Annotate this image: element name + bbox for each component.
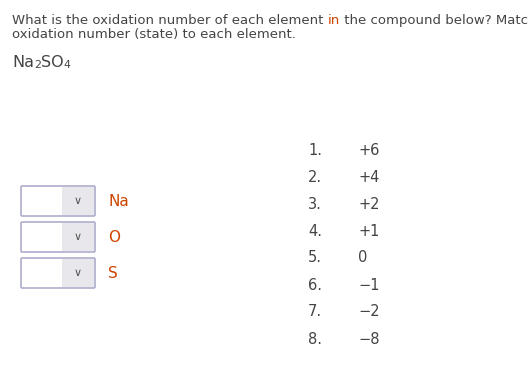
Text: +2: +2 <box>358 196 380 212</box>
Text: 8.: 8. <box>308 332 322 346</box>
Text: +4: +4 <box>358 170 380 185</box>
Text: 4.: 4. <box>308 223 322 238</box>
Text: −1: −1 <box>358 277 380 293</box>
Text: +1: +1 <box>358 223 380 238</box>
Text: 7.: 7. <box>308 304 322 319</box>
Text: ∨: ∨ <box>74 268 82 278</box>
Text: 1.: 1. <box>308 142 322 157</box>
Text: Na: Na <box>108 194 129 209</box>
Text: S: S <box>108 265 118 280</box>
Text: 2: 2 <box>34 60 41 71</box>
Text: −2: −2 <box>358 304 380 319</box>
Text: 4: 4 <box>63 60 70 71</box>
Text: 6.: 6. <box>308 277 322 293</box>
Text: oxidation number (state) to each element.: oxidation number (state) to each element… <box>12 28 296 41</box>
Bar <box>62 259 94 287</box>
Text: +6: +6 <box>358 142 380 157</box>
Bar <box>62 187 94 215</box>
Bar <box>62 223 94 251</box>
Text: ∨: ∨ <box>74 232 82 242</box>
Text: O: O <box>108 230 120 244</box>
Text: What is the oxidation number of each element: What is the oxidation number of each ele… <box>12 14 328 27</box>
FancyBboxPatch shape <box>21 258 95 288</box>
Text: SO: SO <box>41 55 63 70</box>
Text: ∨: ∨ <box>74 196 82 206</box>
Text: 2.: 2. <box>308 170 322 185</box>
Text: Na: Na <box>12 55 34 70</box>
Text: 3.: 3. <box>308 196 322 212</box>
FancyBboxPatch shape <box>21 186 95 216</box>
Text: the compound below? Match the: the compound below? Match the <box>340 14 528 27</box>
Text: 5.: 5. <box>308 251 322 265</box>
Text: 0: 0 <box>358 251 367 265</box>
Text: −8: −8 <box>358 332 380 346</box>
Text: in: in <box>328 14 340 27</box>
FancyBboxPatch shape <box>21 222 95 252</box>
